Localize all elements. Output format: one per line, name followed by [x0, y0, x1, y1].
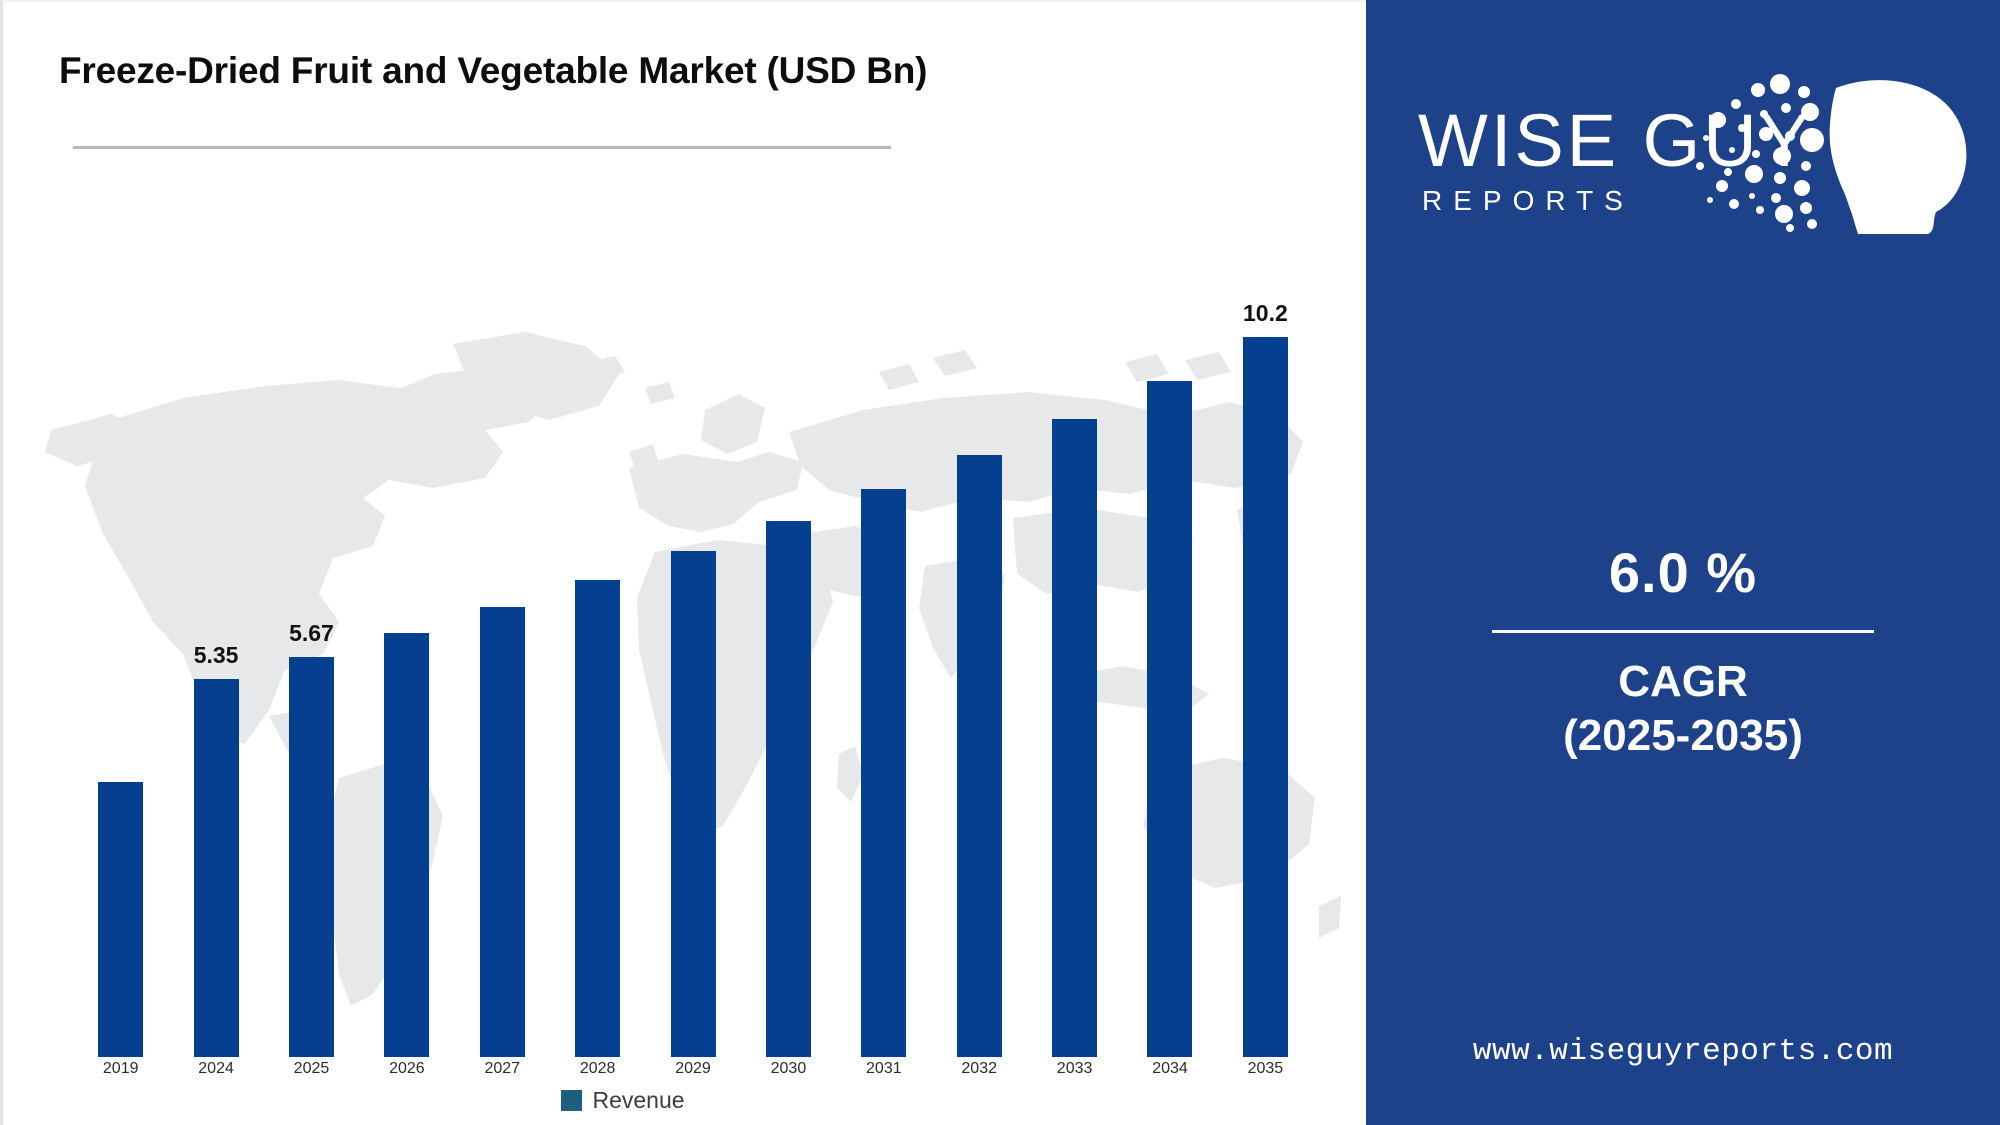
bar-series-revenue: 5.35 5.67 10.2 [73, 252, 1313, 1057]
chart-legend: Revenue [3, 1087, 1243, 1114]
dotted-head-icon [1696, 74, 1967, 234]
x-tick-2030: 2030 [770, 1060, 807, 1077]
bar-slot [741, 252, 836, 1057]
x-tick-2019: 2019 [102, 1060, 139, 1077]
bar-slot [455, 252, 550, 1057]
x-tick-2032: 2032 [961, 1060, 997, 1077]
x-tick-2031: 2031 [866, 1060, 902, 1077]
logo-wordmark-secondary: REPORTS [1422, 185, 1634, 216]
bar-2032[interactable] [956, 455, 1002, 1057]
cagr-divider [1492, 630, 1874, 633]
legend-swatch-revenue [561, 1090, 583, 1111]
page-title: Freeze-Dried Fruit and Vegetable Market … [59, 50, 928, 91]
bar-slot [73, 252, 168, 1057]
bar-2029[interactable] [670, 551, 716, 1057]
cagr-caption: CAGR (2025-2035) [1366, 655, 2000, 762]
bar-slot: 5.35 [168, 252, 263, 1057]
cagr-caption-line2: (2025-2035) [1563, 710, 1803, 760]
bar-slot [550, 252, 645, 1057]
bar-2033[interactable] [1052, 419, 1098, 1057]
logo-wordmark-primary: WISE GUY [1418, 99, 1812, 182]
title-divider [73, 146, 891, 149]
x-axis-labels: 2019 2024 2025 2026 2027 2028 2029 2030 2031 2032… [73, 1060, 1313, 1078]
bar-slot: 10.2 [1218, 252, 1313, 1057]
x-tick-2024: 2024 [198, 1060, 234, 1077]
bar-slot: 5.67 [264, 252, 359, 1057]
brand-panel: WISE GUY REPORTS [1366, 0, 2000, 1125]
bar-2030[interactable] [765, 521, 811, 1057]
bar-slot [645, 252, 740, 1057]
website-url[interactable]: www.wiseguyreports.com [1472, 1034, 1894, 1069]
bar-slot [836, 252, 931, 1057]
bar-2019[interactable] [98, 782, 144, 1057]
bar-slot [359, 252, 454, 1057]
x-tick-2026: 2026 [389, 1060, 425, 1077]
x-tick-2028: 2028 [579, 1060, 616, 1077]
bar-value-label: 5.67 [289, 620, 334, 646]
x-tick-2029: 2029 [675, 1060, 711, 1077]
bar-2024[interactable] [193, 679, 239, 1057]
bar-value-label: 10.2 [1242, 300, 1288, 326]
cagr-caption-line1: CAGR [1618, 657, 1748, 706]
plot-area: 5.35 5.67 10.2 [73, 252, 1313, 1057]
bar-2034[interactable] [1147, 381, 1193, 1057]
x-tick-2025: 2025 [293, 1060, 330, 1077]
x-tick-2034: 2034 [1152, 1060, 1188, 1077]
bar-2027[interactable] [479, 607, 525, 1057]
wiseguy-reports-logo[interactable]: WISE GUY REPORTS [1366, 62, 2000, 237]
bar-2025[interactable] [288, 657, 334, 1057]
x-tick-2033: 2033 [1056, 1060, 1093, 1077]
bar-2035[interactable] [1242, 337, 1288, 1057]
bar-slot [1027, 252, 1122, 1057]
bar-2026[interactable] [384, 633, 430, 1057]
x-tick-2035: 2035 [1247, 1060, 1284, 1077]
bar-2028[interactable] [575, 580, 621, 1057]
bar-slot [932, 252, 1027, 1057]
x-tick-2027: 2027 [484, 1060, 521, 1077]
chart-panel: Freeze-Dried Fruit and Vegetable Market … [0, 0, 1366, 1125]
cagr-value: 6.0 % [1608, 541, 1758, 604]
legend-label-revenue: Revenue [592, 1087, 685, 1113]
bar-slot [1122, 252, 1217, 1057]
bar-2031[interactable] [861, 489, 907, 1057]
bar-value-label: 5.35 [193, 642, 239, 668]
